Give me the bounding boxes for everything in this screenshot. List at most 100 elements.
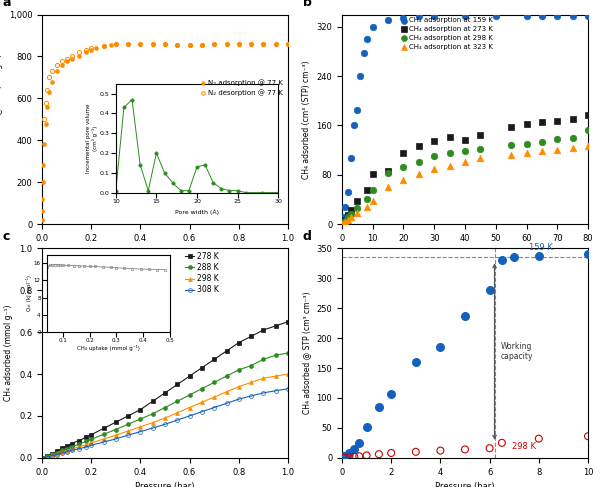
308 K — [112, 436, 119, 442]
308 K — [284, 386, 292, 392]
Point — [436, 343, 445, 351]
288 K — [58, 448, 65, 453]
N₂ desorption @ 77 K — [48, 68, 55, 74]
N₂ desorption @ 77 K — [161, 41, 169, 47]
CH₄ adsorption at 323 K — [430, 165, 439, 172]
N₂ adsorption @ 77 K — [42, 121, 49, 127]
Point — [349, 453, 359, 461]
CH₄ adsorption at 273 K — [583, 111, 593, 119]
288 K — [174, 398, 181, 404]
Point — [411, 448, 421, 456]
N₂ desorption @ 77 K — [235, 40, 242, 46]
N₂ desorption @ 77 K — [248, 41, 255, 47]
288 K — [186, 392, 193, 398]
N₂ desorption @ 77 K — [53, 62, 61, 68]
N₂ adsorption @ 77 K — [260, 41, 267, 47]
288 K — [149, 411, 157, 417]
Line: 288 K: 288 K — [40, 351, 290, 460]
Point — [583, 250, 593, 258]
N₂ desorption @ 77 K — [284, 41, 292, 47]
N₂ desorption @ 77 K — [58, 58, 65, 64]
N₂ adsorption @ 77 K — [38, 208, 46, 214]
278 K — [38, 455, 46, 461]
278 K — [100, 426, 107, 431]
N₂ desorption @ 77 K — [174, 42, 181, 48]
288 K — [112, 427, 119, 432]
308 K — [76, 446, 83, 452]
288 K — [211, 379, 218, 385]
CH₄ adsorption at 298 K — [430, 152, 439, 160]
298 K — [43, 453, 50, 459]
CH₄ adsorption at 298 K — [568, 134, 577, 142]
N₂ adsorption @ 77 K — [68, 56, 75, 61]
298 K — [149, 420, 157, 426]
N₂ desorption @ 77 K — [223, 41, 230, 47]
CH₄ adsorption at 298 K — [340, 217, 350, 225]
278 K — [161, 390, 169, 396]
298 K — [38, 455, 46, 461]
278 K — [76, 438, 83, 444]
278 K — [112, 419, 119, 425]
308 K — [211, 405, 218, 411]
Point — [386, 449, 396, 457]
N₂ adsorption @ 77 K — [88, 47, 95, 53]
CH₄ adsorption at 159 K — [343, 188, 353, 196]
288 K — [272, 352, 280, 358]
278 K — [43, 453, 50, 459]
CH₄ adsorption at 323 K — [353, 209, 362, 217]
298 K — [88, 440, 95, 446]
308 K — [83, 444, 90, 450]
308 K — [58, 450, 65, 456]
CH₄ adsorption at 159 K — [414, 13, 424, 20]
CH₄ adsorption at 298 K — [343, 213, 353, 221]
CH₄ adsorption at 159 K — [491, 13, 500, 20]
N₂ desorption @ 77 K — [186, 42, 193, 48]
308 K — [161, 421, 169, 427]
288 K — [63, 446, 70, 452]
Line: 278 K: 278 K — [40, 320, 290, 460]
CH₄ adsorption at 159 K — [362, 36, 371, 43]
CH₄ adsorption at 298 K — [339, 219, 349, 226]
278 K — [272, 323, 280, 329]
CH₄ adsorption at 323 K — [506, 151, 516, 159]
Point — [355, 452, 364, 460]
CH₄ adsorption at 323 K — [343, 216, 353, 224]
X-axis label: Pressure (bar): Pressure (bar) — [435, 248, 495, 257]
Point — [374, 403, 384, 411]
278 K — [125, 413, 132, 419]
CH₄ adsorption at 273 K — [430, 137, 439, 145]
N₂ adsorption @ 77 K — [63, 58, 70, 64]
N₂ desorption @ 77 K — [46, 75, 53, 80]
288 K — [68, 444, 75, 450]
N₂ desorption @ 77 K — [42, 100, 49, 106]
308 K — [53, 452, 61, 458]
N₂ adsorption @ 77 K — [83, 49, 90, 55]
Point — [386, 390, 396, 398]
CH₄ adsorption at 323 K — [398, 176, 408, 184]
Point — [460, 446, 470, 453]
CH₄ adsorption at 323 K — [368, 197, 377, 205]
CH₄ adsorption at 323 K — [460, 159, 470, 167]
Y-axis label: CH₄ adsorbed (mmol g⁻¹): CH₄ adsorbed (mmol g⁻¹) — [4, 305, 13, 401]
Point — [349, 445, 359, 453]
278 K — [53, 449, 61, 454]
Line: 298 K: 298 K — [40, 372, 290, 460]
CH₄ adsorption at 323 K — [362, 204, 371, 211]
CH₄ adsorption at 323 K — [414, 169, 424, 177]
308 K — [223, 400, 230, 406]
CH₄ adsorption at 298 K — [362, 195, 371, 203]
X-axis label: Pressure (bar): Pressure (bar) — [135, 482, 195, 487]
N₂ desorption @ 77 K — [125, 41, 132, 47]
278 K — [137, 407, 144, 412]
N₂ adsorption @ 77 K — [112, 41, 119, 47]
N₂ adsorption @ 77 K — [46, 89, 53, 95]
N₂ desorption @ 77 K — [137, 41, 144, 47]
N₂ adsorption @ 77 K — [43, 104, 50, 110]
308 K — [100, 439, 107, 445]
Point — [344, 449, 354, 457]
CH₄ adsorption at 323 K — [383, 183, 393, 191]
298 K — [137, 424, 144, 430]
CH₄ adsorption at 159 K — [460, 13, 470, 20]
CH₄ adsorption at 159 K — [553, 13, 562, 20]
288 K — [284, 350, 292, 356]
